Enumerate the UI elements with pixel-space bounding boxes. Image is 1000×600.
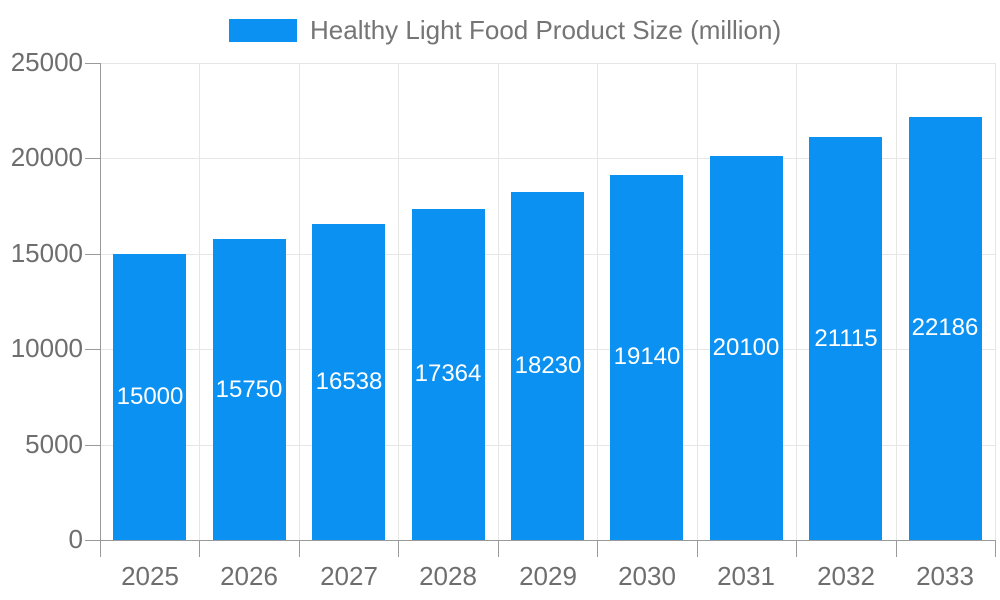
y-axis-tick [85,349,100,350]
gridline-vertical [896,63,897,540]
gridline-horizontal [100,158,995,159]
gridline-vertical [498,63,499,540]
x-tick-label: 2028 [419,561,477,591]
bar-value-label: 21115 [814,325,878,352]
bar-2026[interactable] [213,239,286,540]
bar-value-label: 19140 [613,343,681,370]
x-axis-tick [100,540,101,557]
y-axis-tick [85,63,100,64]
x-axis-tick [896,540,897,557]
legend-label: Healthy Light Food Product Size (million… [310,14,782,45]
y-axis-tick [85,445,100,446]
gridline-vertical [597,63,598,540]
y-tick-label: 0 [68,523,83,554]
x-tick-label: 2033 [916,561,974,591]
y-axis-tick [85,158,100,159]
legend-swatch [229,18,297,42]
bar-2025[interactable] [113,254,186,540]
x-axis-tick [697,540,698,557]
bar-2029[interactable] [511,192,584,540]
x-tick-label: 2032 [817,561,875,591]
y-tick-label: 25000 [10,46,83,77]
x-tick-label: 2026 [220,561,278,591]
y-tick-label: 15000 [10,237,83,268]
bar-value-label: 15750 [215,376,283,403]
y-tick-label: 20000 [10,141,83,172]
chart-legend[interactable]: Healthy Light Food Product Size (million… [229,14,782,45]
gridline-vertical [697,63,698,540]
y-axis-line [100,63,101,540]
bar-value-label: 17364 [414,360,482,387]
y-tick-label: 10000 [10,332,83,363]
gridline-horizontal [100,63,995,64]
x-axis-tick [299,540,300,557]
x-tick-label: 2029 [519,561,577,591]
bar-2032[interactable] [809,137,882,540]
bar-value-label: 18230 [514,352,582,379]
x-axis-tick [498,540,499,557]
y-axis-tick [85,540,100,541]
gridline-vertical [199,63,200,540]
bar-2027[interactable] [312,224,385,540]
bar-2028[interactable] [412,209,485,540]
x-axis-tick [995,540,996,557]
x-tick-label: 2025 [121,561,179,591]
x-tick-label: 2030 [618,561,676,591]
gridline-vertical [299,63,300,540]
gridline-vertical [796,63,797,540]
y-axis-tick [85,254,100,255]
bar-value-label: 16538 [315,368,383,395]
x-axis-tick [199,540,200,557]
bar-2031[interactable] [710,156,783,540]
gridline-vertical [995,63,996,540]
x-tick-label: 2027 [320,561,378,591]
y-tick-label: 5000 [25,428,83,459]
gridline-vertical [398,63,399,540]
bar-value-label: 20100 [712,334,780,361]
x-axis-tick [796,540,797,557]
x-axis-tick [398,540,399,557]
bar-value-label: 22186 [911,314,979,341]
x-tick-label: 2031 [717,561,775,591]
bar-2030[interactable] [610,175,683,540]
x-axis-line [100,540,995,541]
bar-value-label: 15000 [116,383,184,410]
x-axis-tick [597,540,598,557]
bar-2033[interactable] [909,117,982,540]
